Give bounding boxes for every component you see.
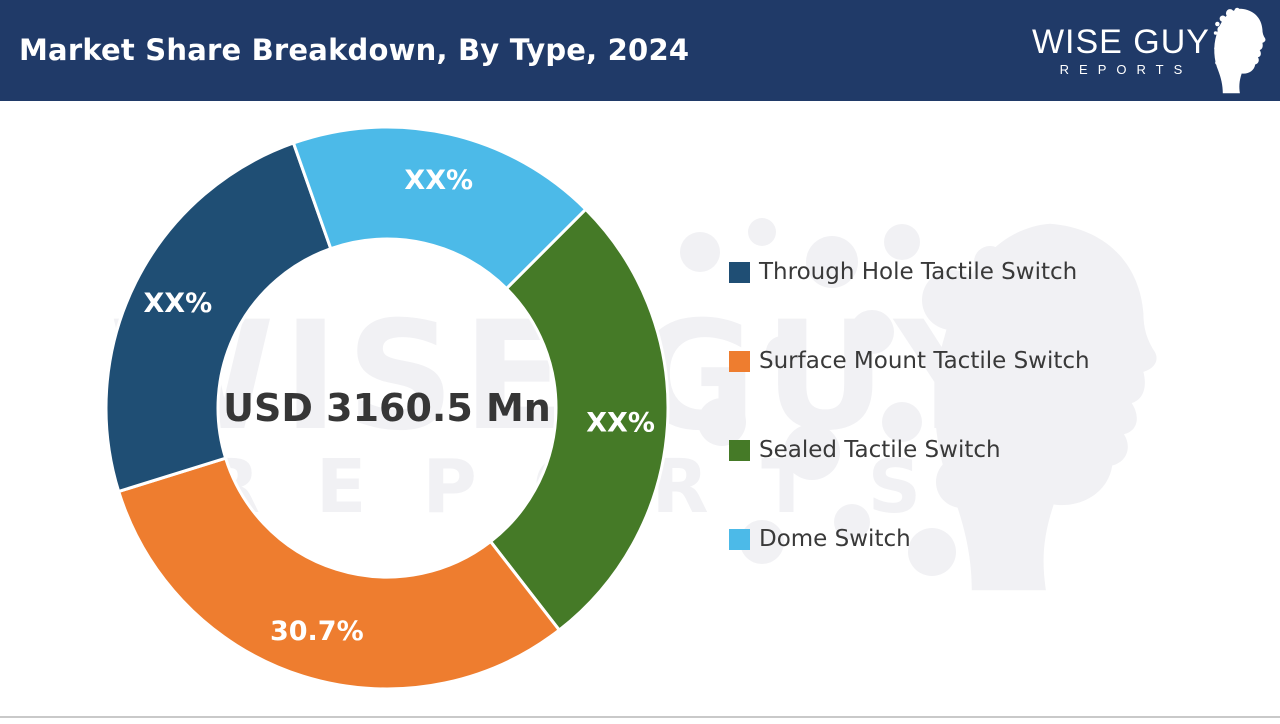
logo-reports-text: REPORTS — [1059, 62, 1193, 77]
footer-divider — [0, 716, 1280, 718]
legend-label: Through Hole Tactile Switch — [759, 259, 1078, 285]
legend-label: Surface Mount Tactile Switch — [759, 348, 1090, 374]
legend-swatch-sealed — [729, 439, 750, 461]
legend-item-dome: Dome Switch — [729, 517, 911, 561]
legend-item-surface-mount: Surface Mount Tactile Switch — [729, 339, 1090, 383]
legend-swatch-through-hole — [729, 261, 750, 283]
watermark-face-icon — [680, 218, 1157, 591]
slice-value-label: XX% — [143, 288, 212, 319]
legend-label: Dome Switch — [759, 526, 911, 552]
donut-slice-through-hole-tactile-switch — [104, 141, 333, 494]
legend-item-through-hole: Through Hole Tactile Switch — [729, 250, 1077, 294]
legend-item-sealed: Sealed Tactile Switch — [729, 428, 1001, 472]
header-bar: Market Share Breakdown, By Type, 2024 WI… — [0, 0, 1280, 101]
legend-label: Sealed Tactile Switch — [759, 437, 1001, 463]
donut-center-value: USD 3160.5 Mn — [223, 386, 551, 430]
legend-swatch-dome — [729, 528, 750, 550]
donut-slice-surface-mount-tactile-switch — [116, 456, 562, 691]
page-title: Market Share Breakdown, By Type, 2024 — [19, 33, 690, 67]
slice-value-label: 30.7% — [270, 616, 364, 647]
legend-swatch-surface-mount — [729, 350, 750, 372]
donut-slice-sealed-tactile-switch — [488, 207, 670, 633]
donut-slice-dome-switch — [291, 125, 588, 291]
wise-guy-reports-logo: WISE GUY REPORTS — [1032, 6, 1266, 96]
slice-value-label: XX% — [586, 408, 655, 439]
logo-wordmark: WISE GUY — [1031, 23, 1210, 61]
slice-value-label: XX% — [404, 165, 473, 196]
logo-face-icon — [1213, 7, 1266, 94]
